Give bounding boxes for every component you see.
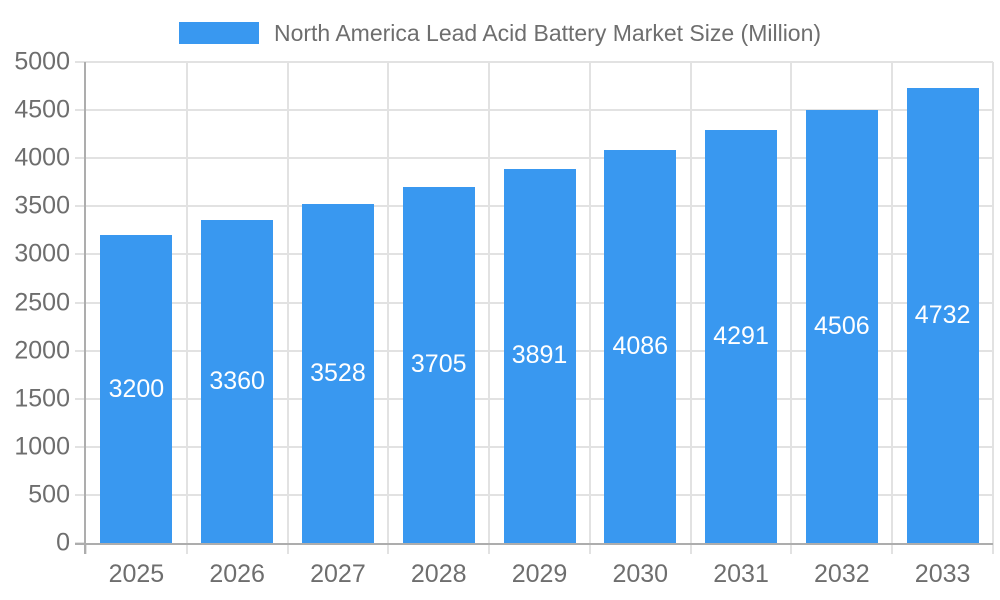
y-axis-tick	[75, 445, 86, 448]
x-axis-tick	[185, 543, 188, 554]
bar-value-label: 3705	[410, 350, 467, 379]
gridline-vertical	[891, 62, 894, 543]
y-axis-tick-label: 0	[56, 528, 70, 557]
gridline-horizontal	[86, 157, 993, 160]
y-axis-tick-label: 4000	[14, 143, 70, 172]
x-axis-tick-label: 2026	[209, 560, 265, 588]
gridline-vertical	[689, 62, 692, 543]
bar-2031[interactable]: 4291	[705, 130, 778, 543]
y-axis-tick-label: 1500	[14, 384, 70, 413]
y-axis-tick	[75, 253, 86, 256]
y-axis-tick-label: 2000	[14, 336, 70, 365]
gridline-vertical	[790, 62, 793, 543]
bar-2032[interactable]: 4506	[805, 109, 878, 543]
y-axis-tick	[75, 109, 86, 112]
gridline-vertical	[387, 62, 390, 543]
x-axis-tick	[488, 543, 491, 554]
x-axis-tick	[387, 543, 390, 554]
bar-value-label: 3360	[209, 366, 265, 395]
y-axis-tick-label: 500	[28, 480, 70, 509]
legend[interactable]: North America Lead Acid Battery Market S…	[0, 21, 1000, 45]
y-axis-tick-label: 4500	[14, 95, 70, 124]
y-axis-tick	[75, 397, 86, 400]
plot-area: 0 500 1000 1500 2000 2500 3000 3500 4000 4500 5000…	[14, 49, 994, 587]
bar-2028[interactable]: 3705	[402, 186, 475, 543]
y-axis-tick-label: 5000	[14, 47, 70, 76]
x-axis-tick	[992, 543, 994, 554]
y-axis-line	[84, 62, 86, 554]
y-axis-tick-label: 2500	[14, 288, 70, 316]
x-axis-tick	[286, 543, 289, 554]
y-axis-tick-label: 3500	[14, 191, 70, 220]
x-axis-tick	[588, 543, 591, 554]
y-axis-tick	[75, 157, 86, 160]
x-axis-tick-label: 2029	[511, 560, 568, 588]
bar-value-label: 4506	[814, 311, 870, 340]
bar-value-label: 4732	[914, 300, 971, 329]
x-axis-tick-label: 2031	[713, 560, 769, 588]
bar-2029[interactable]: 3891	[503, 168, 576, 543]
x-axis-tick	[689, 543, 692, 554]
bar-value-label: 4291	[713, 322, 769, 351]
y-axis-tick-label: 1000	[14, 432, 70, 461]
x-axis-tick	[790, 543, 793, 554]
gridline-vertical	[286, 62, 289, 543]
bar-2027[interactable]: 3528	[301, 203, 374, 543]
bar-2026[interactable]: 3360	[201, 219, 274, 543]
bar-value-label: 3200	[108, 374, 165, 403]
x-axis-tick-label: 2028	[410, 560, 467, 588]
x-axis-tick-label: 2030	[612, 560, 669, 588]
y-axis-tick	[75, 301, 86, 304]
bar-2033[interactable]: 4732	[906, 87, 979, 543]
y-axis-tick	[75, 205, 86, 208]
bar-value-label: 3891	[511, 341, 568, 370]
gridline-vertical	[488, 62, 491, 543]
bar-value-label: 4086	[612, 331, 669, 360]
gridline-vertical	[185, 62, 188, 543]
legend-label: North America Lead Acid Battery Market S…	[273, 20, 822, 46]
y-axis-tick	[75, 493, 86, 496]
x-axis-tick	[85, 543, 87, 554]
gridline-horizontal	[86, 61, 993, 63]
x-axis-line	[75, 543, 993, 545]
bar-2025[interactable]: 3200	[100, 235, 173, 543]
gridline-vertical	[992, 62, 994, 543]
bar-value-label: 3528	[310, 358, 366, 387]
x-axis-tick	[891, 543, 894, 554]
y-axis-tick	[75, 349, 86, 352]
gridline-horizontal	[86, 109, 993, 112]
legend-swatch-icon	[178, 22, 259, 44]
y-axis-tick	[75, 61, 86, 63]
gridline-vertical	[588, 62, 591, 543]
x-axis-tick-label: 2027	[310, 560, 366, 588]
bar-2030[interactable]: 4086	[604, 149, 677, 543]
x-axis-tick-label: 2025	[108, 560, 165, 588]
y-axis-tick-label: 3000	[14, 239, 70, 268]
x-axis-tick-label: 2033	[914, 560, 971, 588]
x-axis-tick-label: 2032	[814, 560, 870, 588]
